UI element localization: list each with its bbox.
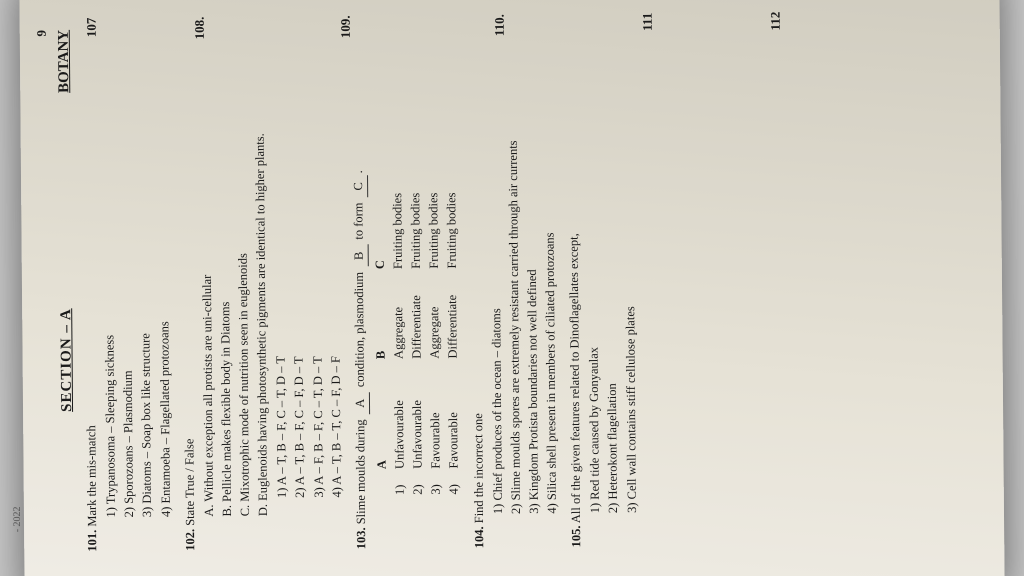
question-103: 103. Slime moulds during A condition, pl… <box>347 18 463 549</box>
side-q112: 112 <box>767 12 786 31</box>
r3c2: Favourable <box>426 359 445 469</box>
q104-text: Find the incorrect one <box>471 413 486 523</box>
q103-tc: to form <box>351 199 365 243</box>
r2c2: Unfavourable <box>408 359 427 469</box>
questions: 107 108. 109. 110. 111 112 101. Mark the… <box>79 17 641 552</box>
q105-options: 1) Red tide caused by Gonyaulax 2) Heter… <box>582 17 641 513</box>
q102-options: 1) A – T, B – F, C – T, D – T 2) A – T, … <box>269 19 346 498</box>
q103-num: 103. <box>354 527 368 549</box>
q103-ta: Slime moulds during <box>353 416 368 524</box>
q102-text: State True / False <box>182 439 197 526</box>
q104-num: 104. <box>472 526 486 548</box>
q103-blank-a: A <box>351 392 370 414</box>
th0 <box>372 469 390 495</box>
q102-num: 102. <box>183 529 197 551</box>
q105-num: 105. <box>569 526 583 548</box>
year-stamp: - 2022 <box>12 506 23 532</box>
r4c2: Favourable <box>444 358 463 468</box>
r3c4: Fruiting bodies <box>424 149 443 269</box>
q103-table: A B C 1) Unfavourable Aggregate Fruiting… <box>369 18 464 495</box>
r1c3: Aggregate <box>389 269 408 359</box>
section-title: SECTION – A <box>58 308 76 412</box>
th-b: B <box>371 269 390 359</box>
q101-num: 101. <box>85 530 99 552</box>
exam-page: - 2022 9 SECTION – A BOTANY 107 108. 109… <box>19 0 1004 576</box>
q103-td: . <box>351 170 365 173</box>
q102-statements: A. Without exception all protists are un… <box>195 20 272 517</box>
question-104: 104. Find the incorrect one 1) Chief pro… <box>465 18 561 549</box>
r1c2: Unfavourable <box>390 359 409 469</box>
r4c4: Fruiting bodies <box>442 148 461 268</box>
q102-opt4: 4) A – T, B – T, C – F, D – F <box>323 19 345 497</box>
r3c3: Aggregate <box>425 269 444 359</box>
q105-text: All of the given features related to Din… <box>567 233 584 523</box>
page-number: 9 <box>34 30 50 37</box>
q101-text: Mark the mis-match <box>84 425 99 526</box>
r2c1: 2) <box>409 469 427 495</box>
r4c1: 4) <box>445 468 463 494</box>
q104-options: 1) Chief produces of the ocean – diatoms… <box>484 18 561 515</box>
q103-blank-b: B <box>349 245 368 267</box>
question-101: 101. Mark the mis-match 1) Trypanosoma –… <box>79 21 175 552</box>
q103-text: Slime moulds during A condition, plasmod… <box>351 170 368 524</box>
q103-row4: 4) Favourable Differentiate Fruiting bod… <box>441 18 463 494</box>
r1c1: 1) <box>391 469 409 495</box>
q105-opt3: 3) Cell wall contains stiff cellulose pl… <box>618 17 640 513</box>
q103-tb: condition, plasmodium <box>352 269 367 391</box>
question-102: 102. State True / False A. Without excep… <box>176 19 346 550</box>
r4c3: Differentiate <box>443 268 462 358</box>
r1c4: Fruiting bodies <box>388 149 407 269</box>
th-a: A <box>371 359 390 469</box>
q101-opt4: 4) Entamoeba – Flagellated protozoans <box>152 21 174 517</box>
header: SECTION – A BOTANY <box>56 22 78 552</box>
subject-title: BOTANY <box>56 30 74 93</box>
question-105: 105. All of the given features related t… <box>563 17 641 548</box>
r2c3: Differentiate <box>407 269 426 359</box>
q101-options: 1) Trypanosoma – Sleeping sickness 2) Sp… <box>98 21 175 518</box>
side-q111: 111 <box>639 13 658 31</box>
q103-blank-c: C <box>349 175 368 197</box>
q104-opt4: 4) Silica shell present in members of ci… <box>539 18 561 514</box>
r2c4: Fruiting bodies <box>406 149 425 269</box>
th-c: C <box>370 149 389 269</box>
r3c1: 3) <box>427 469 445 495</box>
